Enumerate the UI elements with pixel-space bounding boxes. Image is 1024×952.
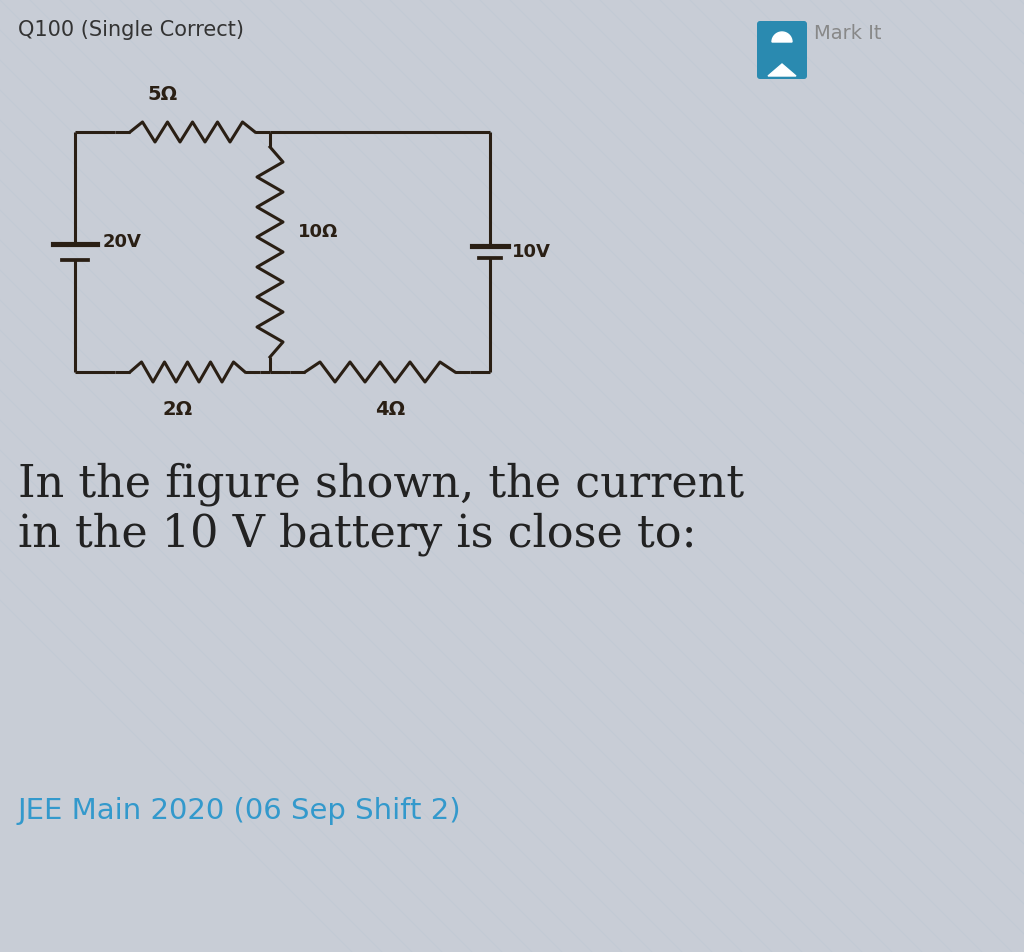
- Text: 20V: 20V: [103, 233, 142, 251]
- Text: 2Ω: 2Ω: [163, 400, 193, 419]
- Text: 10Ω: 10Ω: [298, 223, 338, 241]
- Text: in the 10 V battery is close to:: in the 10 V battery is close to:: [18, 512, 696, 556]
- Text: 4Ω: 4Ω: [375, 400, 406, 419]
- FancyBboxPatch shape: [757, 21, 807, 79]
- Wedge shape: [772, 32, 792, 42]
- Text: Q100 (Single Correct): Q100 (Single Correct): [18, 20, 244, 40]
- Text: JEE Main 2020 (06 Sep Shift 2): JEE Main 2020 (06 Sep Shift 2): [18, 797, 462, 825]
- Text: In the figure shown, the current: In the figure shown, the current: [18, 462, 744, 506]
- Text: 10V: 10V: [512, 243, 551, 261]
- Text: Mark It: Mark It: [814, 24, 882, 43]
- Polygon shape: [768, 64, 796, 76]
- Text: 5Ω: 5Ω: [147, 85, 177, 104]
